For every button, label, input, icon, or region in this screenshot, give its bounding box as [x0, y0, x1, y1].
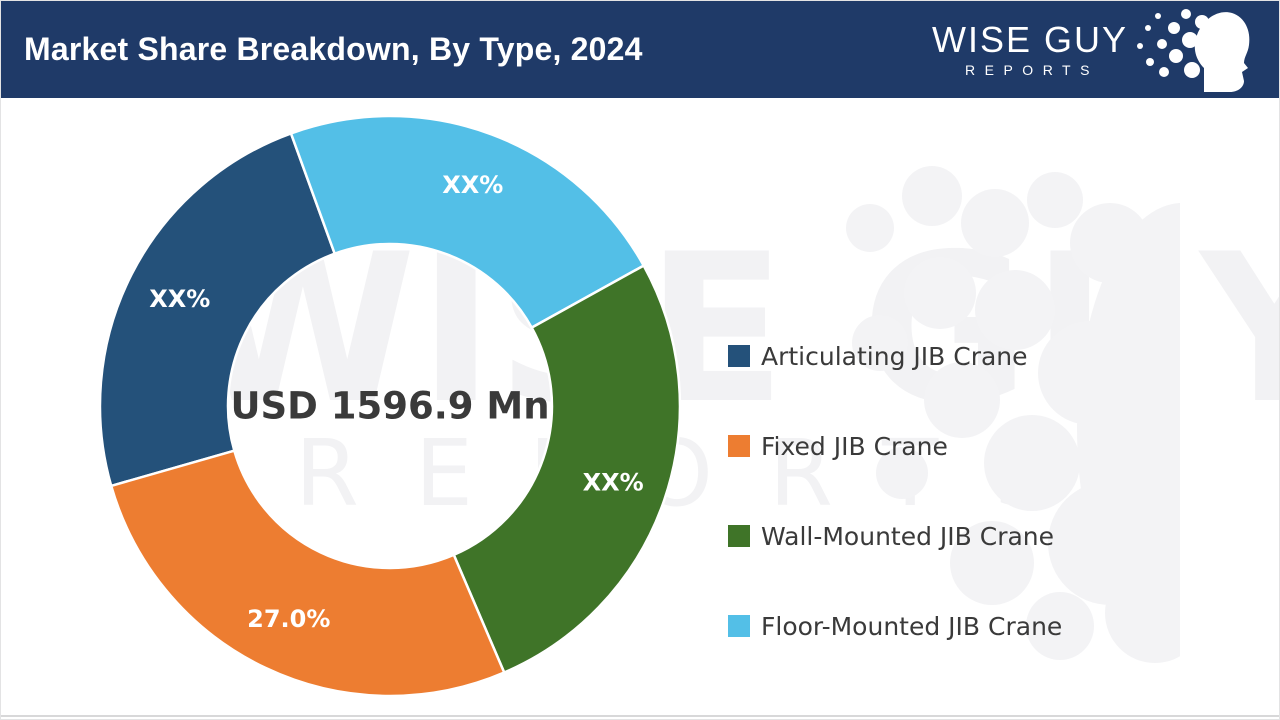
- legend-item-fixed: Fixed JIB Crane: [728, 432, 1062, 461]
- header-bar: Market Share Breakdown, By Type, 2024 WI…: [0, 0, 1280, 98]
- donut-segment-2: [452, 264, 682, 674]
- donut-segment-0: [98, 132, 336, 488]
- logo-subtitle: REPORTS: [965, 61, 1099, 78]
- legend-swatch-icon: [728, 525, 750, 547]
- donut-segment-3: [289, 114, 645, 329]
- donut-segment-percent-label: XX%: [149, 285, 210, 313]
- donut-chart: XX% XX% XX% 27.0%: [98, 114, 682, 698]
- legend-item-articulating: Articulating JIB Crane: [728, 342, 1062, 371]
- donut-segment-percent-label: XX%: [442, 171, 503, 199]
- chart-legend: Articulating JIB Crane Fixed JIB Crane W…: [728, 342, 1062, 703]
- donut-segment-1: [109, 449, 506, 698]
- donut-segment-percent-label: 27.0%: [247, 605, 330, 633]
- wiseguy-logo: WISE GUY REPORTS: [932, 6, 1252, 92]
- page-title: Market Share Breakdown, By Type, 2024: [24, 30, 643, 67]
- donut-segment-percent-label: XX%: [583, 469, 644, 497]
- watermark-face-icon: [846, 166, 1180, 663]
- legend-swatch-icon: [728, 615, 750, 637]
- chart-area: WISE GUY REPORTS XX% XX% XX% 27.0% USD 1596…: [0, 98, 1280, 720]
- legend-item-wall-mounted: Wall-Mounted JIB Crane: [728, 522, 1062, 551]
- donut-center-value: USD 1596.9 Mn: [230, 384, 550, 428]
- logo-face-icon: [1137, 9, 1250, 92]
- bottom-divider: [0, 715, 1280, 717]
- legend-swatch-icon: [728, 435, 750, 457]
- legend-swatch-icon: [728, 345, 750, 367]
- logo-wordmark: WISE GUY: [931, 18, 1128, 60]
- legend-item-floor-mounted: Floor-Mounted JIB Crane: [728, 612, 1062, 641]
